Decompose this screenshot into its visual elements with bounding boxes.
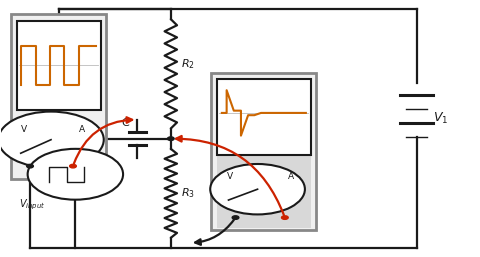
Text: $R_2$: $R_2$ (181, 57, 195, 71)
Bar (217, 155, 311, 228)
Text: $V_1$: $V_1$ (433, 111, 449, 126)
FancyBboxPatch shape (211, 72, 316, 230)
Bar (17, 21, 101, 110)
Circle shape (210, 164, 305, 214)
Circle shape (70, 164, 76, 168)
FancyBboxPatch shape (11, 14, 107, 179)
Circle shape (232, 216, 239, 219)
Circle shape (27, 164, 34, 168)
Circle shape (28, 149, 123, 200)
Text: A: A (79, 125, 84, 134)
Bar (217, 79, 311, 154)
Text: V: V (227, 172, 233, 181)
Text: V: V (21, 125, 27, 134)
Circle shape (0, 112, 104, 168)
Circle shape (168, 137, 174, 140)
Circle shape (281, 216, 288, 219)
Text: $R_3$: $R_3$ (181, 186, 195, 200)
Text: $V_{input}$: $V_{input}$ (19, 198, 46, 212)
Text: A: A (288, 172, 294, 181)
Text: C: C (121, 118, 129, 128)
